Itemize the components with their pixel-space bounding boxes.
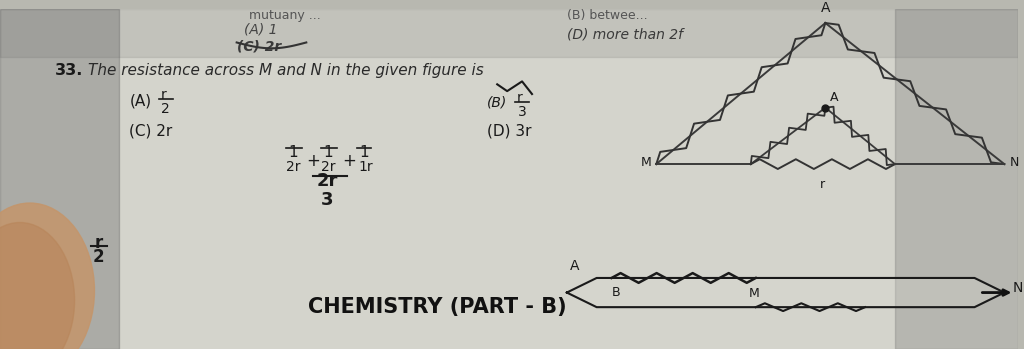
Text: N: N bbox=[1010, 156, 1019, 169]
Text: r: r bbox=[517, 91, 523, 105]
Text: +: + bbox=[306, 153, 321, 170]
Text: A: A bbox=[820, 1, 830, 15]
Text: (B): (B) bbox=[487, 96, 508, 110]
Text: (A): (A) bbox=[129, 93, 152, 108]
Ellipse shape bbox=[0, 203, 94, 349]
Text: The resistance across M and N in the given figure is: The resistance across M and N in the giv… bbox=[87, 63, 483, 78]
Text: A: A bbox=[569, 259, 580, 273]
Text: +: + bbox=[342, 153, 356, 170]
Text: (C) 2r: (C) 2r bbox=[129, 123, 172, 138]
Text: (A) 1: (A) 1 bbox=[244, 22, 278, 36]
Text: 3: 3 bbox=[322, 191, 334, 209]
Ellipse shape bbox=[0, 223, 75, 349]
Text: 1: 1 bbox=[324, 144, 333, 159]
Text: CHEMISTRY (PART - B): CHEMISTRY (PART - B) bbox=[308, 297, 567, 318]
Text: (D) more than 2f: (D) more than 2f bbox=[567, 28, 683, 42]
Text: 33.: 33. bbox=[54, 63, 83, 78]
Text: 1r: 1r bbox=[358, 160, 373, 174]
Text: 3: 3 bbox=[518, 105, 526, 119]
Bar bbox=[895, 9, 1018, 349]
Text: B: B bbox=[612, 286, 621, 299]
Text: 2r: 2r bbox=[322, 160, 336, 174]
Text: 2: 2 bbox=[161, 102, 170, 116]
Text: 1: 1 bbox=[289, 144, 298, 159]
Polygon shape bbox=[567, 278, 1005, 307]
Text: (C) 2r: (C) 2r bbox=[237, 39, 281, 53]
Text: r: r bbox=[94, 234, 102, 252]
Bar bbox=[0, 9, 120, 349]
Text: r: r bbox=[161, 88, 167, 102]
Text: N: N bbox=[1013, 281, 1023, 295]
Text: M: M bbox=[749, 287, 759, 300]
Text: 2: 2 bbox=[92, 248, 104, 266]
Text: (B) betwee...: (B) betwee... bbox=[567, 9, 647, 22]
Text: 2r: 2r bbox=[287, 160, 301, 174]
Text: mutuany ...: mutuany ... bbox=[249, 9, 321, 22]
Text: r: r bbox=[820, 178, 825, 191]
Text: 1: 1 bbox=[359, 144, 369, 159]
Text: 2r: 2r bbox=[316, 172, 338, 190]
Text: (D) 3r: (D) 3r bbox=[487, 123, 531, 138]
Bar bbox=[0, 9, 1018, 57]
Text: M: M bbox=[641, 156, 651, 169]
Text: A: A bbox=[830, 91, 839, 104]
